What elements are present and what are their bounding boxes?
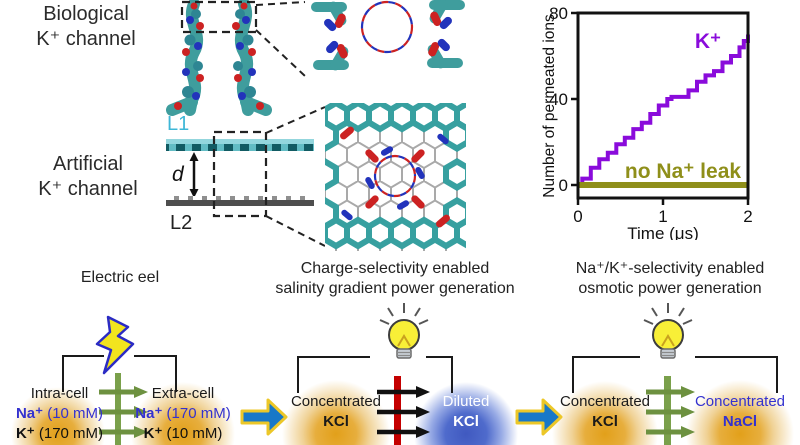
- concentrated-nacl-text: Concentrated NaCl: [687, 392, 793, 432]
- chart-series: [578, 34, 750, 188]
- lattice-zoom-box: [212, 130, 268, 218]
- bottom-decorations: [62, 303, 778, 445]
- charge-panel-title: Charge-selectivity enabled salinity grad…: [250, 259, 540, 299]
- charge-left-line1: Concentrated: [290, 393, 382, 410]
- osmotic-right-line2: NaCl: [722, 413, 758, 430]
- protein-residue-atoms: [174, 2, 264, 110]
- transition-arrow-2: [515, 398, 563, 436]
- layer1-membrane: [166, 139, 314, 151]
- lattice-functional-groups: [340, 126, 450, 228]
- intra-cell-text: Intra-cell Na⁺ (10 mM) K⁺ (170 mM): [12, 384, 107, 444]
- ytick-40: 40: [549, 90, 568, 109]
- bio-zoom-connector-lines: [255, 1, 306, 77]
- series-label-k: K⁺: [695, 30, 721, 53]
- eel-panel-title: Electric eel: [80, 269, 160, 286]
- osmotic-right-line1: Concentrated: [694, 393, 786, 410]
- diluted-kcl-text: Diluted KCl: [413, 392, 519, 432]
- chart-x-tick-labels: 0 1 2: [573, 207, 752, 226]
- eel-membrane: [99, 373, 148, 445]
- artificial-channel-label: Artificial K⁺ channel: [14, 152, 162, 202]
- charge-bracket: [297, 356, 453, 393]
- extra-k-conc: (10 mM): [162, 425, 223, 442]
- filter-residue-cluster-tl: [311, 1, 347, 32]
- intra-cell-name: Intra-cell: [30, 385, 89, 402]
- chart-series-line-0: [578, 34, 750, 187]
- layer1-label: L1: [167, 113, 189, 135]
- chart-y-tick-labels: 80 40 0: [549, 4, 568, 195]
- intra-na-conc: (10 mM): [43, 405, 104, 422]
- intra-na-ion: Na⁺: [15, 405, 44, 422]
- series-label-na-leak: no Na⁺ leak: [625, 160, 741, 183]
- ytick-80: 80: [549, 4, 568, 23]
- extra-cell-name: Extra-cell: [151, 385, 215, 402]
- bulb-rays-2: [643, 303, 693, 325]
- osmotic-title-line1: Na⁺/K⁺-selectivity enabled: [575, 260, 765, 277]
- filter-residue-cluster-br: [427, 38, 463, 69]
- xtick-2: 2: [743, 207, 752, 226]
- biological-label-line2: K⁺ channel: [36, 28, 136, 50]
- osmotic-left-line2: KCl: [592, 413, 618, 430]
- bulb-rays-1: [379, 303, 429, 325]
- artificial-channel-graphic: L1 d L2: [166, 103, 466, 251]
- artificial-label-line1: Artificial: [52, 153, 123, 175]
- bulb-icon-2: [643, 303, 693, 359]
- osmotic-title-line2: osmotic power generation: [578, 280, 762, 297]
- biological-channel-label: Biological K⁺ channel: [16, 2, 156, 52]
- charge-right-line1: Diluted: [442, 393, 490, 410]
- charge-left-line2: KCl: [323, 413, 349, 430]
- xtick-1: 1: [658, 207, 667, 226]
- extra-na-ion: Na⁺: [135, 405, 163, 422]
- biological-channel-graphic: [166, 0, 465, 116]
- charge-title-line1: Charge-selectivity enabled: [300, 260, 490, 277]
- artificial-label-line2: K⁺ channel: [38, 178, 138, 200]
- interlayer-distance-marker: d: [172, 152, 199, 198]
- concentrated-kcl-text-2: Concentrated KCl: [552, 392, 658, 432]
- bulb-icon-1: [379, 303, 429, 359]
- lattice-zoom-connector-lines: [265, 106, 326, 247]
- chart-xlabel: Time (μs): [627, 224, 699, 240]
- chart-x-ticks: [576, 198, 750, 205]
- extra-cell-text: Extra-cell Na⁺ (170 mM) K⁺ (10 mM): [133, 384, 233, 444]
- ytick-0: 0: [559, 176, 568, 195]
- layer2-membrane: [166, 196, 314, 206]
- lightning-icon: [95, 315, 135, 375]
- extra-k-ion: K⁺: [143, 425, 163, 442]
- filter-residue-cluster-tr: [429, 0, 465, 30]
- selectivity-filter-zoom: [311, 0, 465, 71]
- intra-k-conc: (170 mM): [34, 425, 104, 442]
- charge-right-line2: KCl: [453, 413, 479, 430]
- xtick-0: 0: [573, 207, 582, 226]
- hex-lattice-zoom: [325, 103, 466, 251]
- transition-arrow-1: [240, 398, 288, 436]
- intra-k-ion: K⁺: [15, 425, 35, 442]
- chart-ylabel: Number of permeated ions: [541, 14, 558, 198]
- charge-membrane: [377, 376, 430, 445]
- osmotic-left-line1: Concentrated: [559, 393, 651, 410]
- chart-y-ticks: [571, 11, 578, 187]
- osmotic-membrane: [646, 376, 695, 445]
- osmotic-panel-title: Na⁺/K⁺-selectivity enabled osmotic power…: [525, 259, 800, 299]
- concentrated-kcl-text-1: Concentrated KCl: [283, 392, 389, 432]
- distance-label: d: [172, 163, 185, 186]
- lattice-dashed-ring: [373, 154, 417, 198]
- charge-title-line2: salinity gradient power generation: [275, 280, 515, 297]
- osmotic-bracket: [572, 356, 778, 393]
- eel-bracket: [62, 355, 177, 392]
- layer2-label: L2: [170, 212, 192, 234]
- filter-residue-cluster-bl: [313, 40, 349, 71]
- filter-dashed-ring: [360, 0, 414, 54]
- permeation-chart: Number of permeated ions 80 40 0 0 1 2 T…: [541, 4, 753, 240]
- extra-na-conc: (170 mM): [162, 405, 231, 422]
- biological-label-line1: Biological: [43, 3, 129, 25]
